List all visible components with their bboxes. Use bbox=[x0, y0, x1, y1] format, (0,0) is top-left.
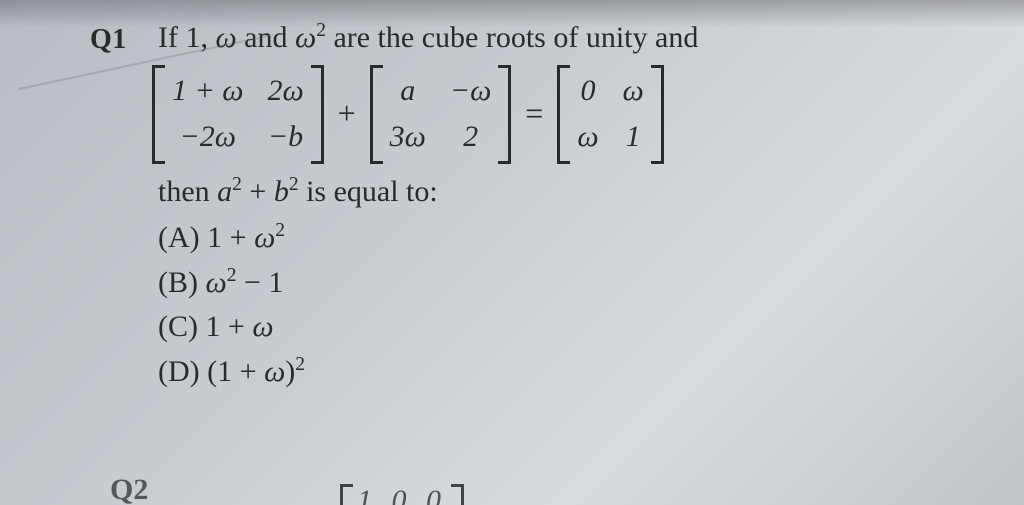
matrix-c: 0 ω ω 1 bbox=[557, 65, 663, 164]
matrix-b: a −ω 3ω 2 bbox=[370, 65, 512, 164]
matrix-a: 1 + ω 2ω −2ω −b bbox=[152, 65, 324, 164]
option-a: (A) 1 + ω2 bbox=[158, 218, 698, 259]
question-block: Q1 If 1, ω and ω2 are the cube roots of … bbox=[90, 18, 984, 396]
option-c: (C) 1 + ω bbox=[158, 307, 698, 348]
equals-operator: = bbox=[519, 92, 549, 135]
option-b: (B) ω2 − 1 bbox=[158, 263, 698, 304]
option-d: (D) (1 + ω)2 bbox=[158, 352, 698, 393]
question-then: then a2 + b2 is equal to: bbox=[158, 172, 698, 213]
question-intro: If 1, ω and ω2 are the cube roots of uni… bbox=[158, 18, 698, 59]
page: Q1 If 1, ω and ω2 are the cube roots of … bbox=[0, 0, 1024, 505]
question-body: If 1, ω and ω2 are the cube roots of uni… bbox=[158, 18, 698, 396]
options-list: (A) 1 + ω2 (B) ω2 − 1 (C) 1 + ω (D) (1 +… bbox=[158, 218, 698, 392]
plus-operator: + bbox=[332, 92, 362, 135]
equation-line: 1 + ω 2ω −2ω −b + a −ω 3ω 2 bbox=[152, 65, 698, 164]
next-question-label-partial: Q2 bbox=[110, 473, 148, 505]
question-label: Q1 bbox=[90, 18, 136, 56]
next-question-matrix-partial: 1 0 0 bbox=[340, 484, 464, 505]
